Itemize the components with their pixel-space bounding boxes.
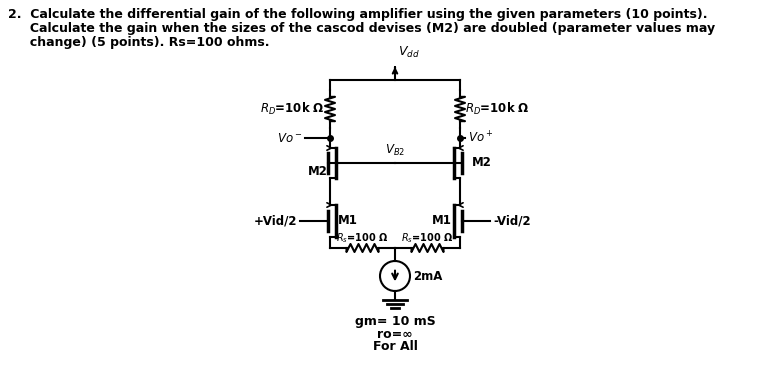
Text: change) (5 points). Rs=100 ohms.: change) (5 points). Rs=100 ohms. (8, 36, 269, 49)
Text: M2: M2 (308, 165, 328, 178)
Text: $R_s$=100 Ω: $R_s$=100 Ω (336, 231, 389, 245)
Text: gm= 10 mS: gm= 10 mS (355, 315, 435, 328)
Text: M1: M1 (338, 215, 358, 227)
Text: Calculate the gain when the sizes of the cascod devises (M2) are doubled (parame: Calculate the gain when the sizes of the… (8, 22, 715, 35)
Text: +Vid/2: +Vid/2 (253, 215, 297, 227)
Text: -Vid/2: -Vid/2 (493, 215, 530, 227)
Text: ro=∞: ro=∞ (377, 328, 412, 341)
Text: $R_D$=10k Ω: $R_D$=10k Ω (465, 101, 530, 117)
Text: $Vo^+$: $Vo^+$ (468, 130, 493, 146)
Text: $R_D$=10k Ω: $R_D$=10k Ω (260, 101, 325, 117)
Text: $Vo^-$: $Vo^-$ (276, 131, 302, 144)
Text: M2: M2 (472, 157, 492, 169)
Text: M1: M1 (432, 215, 452, 227)
Text: For All: For All (373, 340, 418, 353)
Text: $V_{dd}$: $V_{dd}$ (398, 45, 420, 60)
Text: 2mA: 2mA (413, 270, 442, 283)
Text: 2.  Calculate the differential gain of the following amplifier using the given p: 2. Calculate the differential gain of th… (8, 8, 708, 21)
Text: $V_{B2}$: $V_{B2}$ (385, 143, 405, 158)
Text: $R_s$=100 Ω: $R_s$=100 Ω (401, 231, 454, 245)
